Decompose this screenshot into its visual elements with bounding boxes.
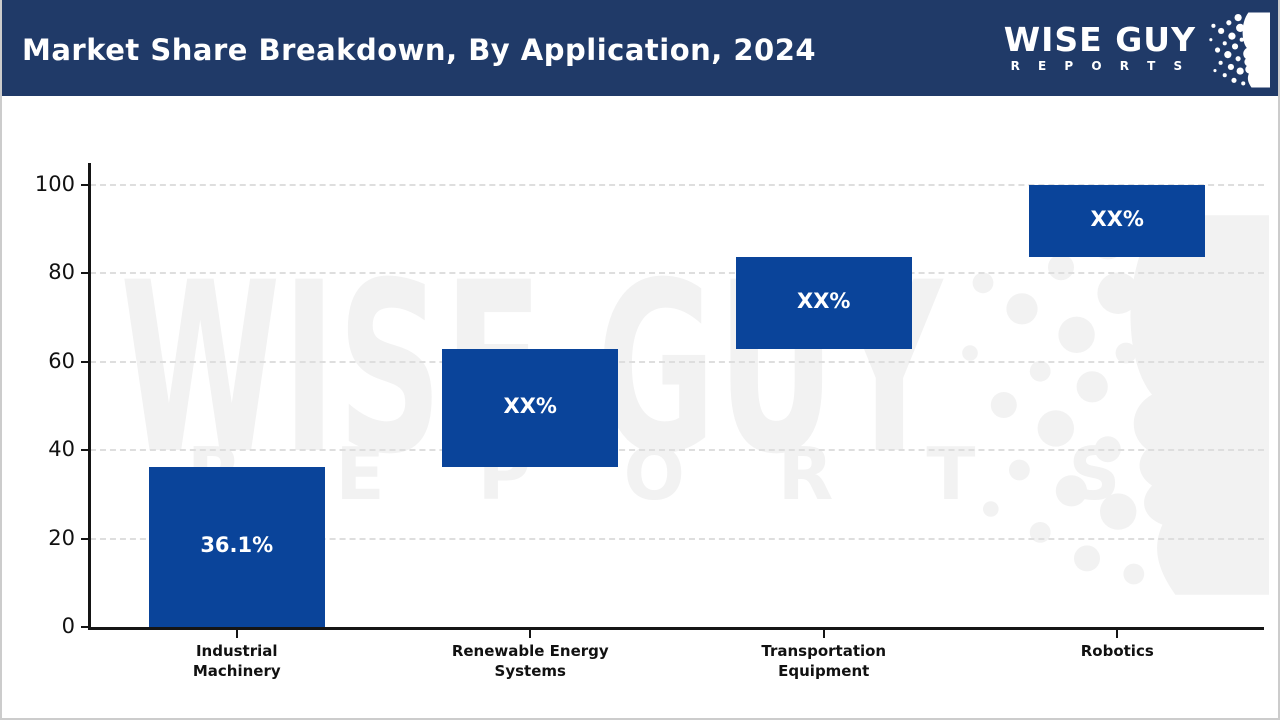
bar-robotics (1029, 185, 1206, 257)
y-axis-tick-100 (81, 184, 90, 186)
x-axis-line (88, 627, 1264, 630)
logo-wordmark: WISE GUY (1003, 20, 1196, 59)
bar-value-label-renewable-energy-systems: XX% (503, 393, 557, 418)
y-axis-tick-label-0: 0 (61, 614, 75, 638)
x-axis-tick-robotics (1116, 630, 1119, 638)
y-axis-tick-60 (81, 360, 90, 363)
gridline-80 (90, 272, 1264, 275)
x-axis-category-label-renewable-energy-systems: Renewable Energy Systems (451, 642, 609, 680)
gridline-60 (90, 360, 1264, 363)
y-axis-line (88, 162, 91, 630)
waterfall-chart-plot-area: 0 20 40 60 80 100 36.1% Industrial Machinery XX% R… (2, 96, 1278, 718)
x-axis-tick-transportation-equipment (822, 630, 825, 638)
y-axis-tick-label-40: 40 (48, 437, 75, 462)
y-axis-tick-label-100: 100 (34, 172, 75, 196)
y-axis-tick-label-60: 60 (48, 348, 75, 373)
x-axis-category-label-industrial-machinery: Industrial Machinery (192, 642, 281, 680)
logo-text: WISE GUY R E P O R T S (1004, 22, 1196, 74)
gridline-100 (90, 184, 1264, 186)
y-axis-tick-20 (81, 537, 90, 540)
watermark-subtitle: R E P O R T S (187, 432, 1155, 516)
bar-value-label-transportation-equipment: XX% (797, 288, 851, 313)
y-axis-tick-80 (81, 272, 90, 275)
y-axis-tick-label-80: 80 (48, 260, 75, 285)
x-axis-tick-renewable-energy-systems (529, 630, 532, 638)
wise-guy-reports-logo: WISE GUY R E P O R T S (1004, 8, 1270, 90)
x-axis-tick-industrial-machinery (235, 630, 238, 638)
x-axis-category-label-transportation-equipment: Transportation Equipment (761, 642, 887, 680)
gridline-40 (90, 449, 1264, 452)
y-axis-tick-label-20: 20 (48, 525, 75, 550)
watermark-face-profile-icon (962, 215, 1269, 595)
bar-value-label-industrial-machinery: 36.1% (200, 533, 274, 558)
gridline-20 (90, 537, 1264, 540)
logo-subtitle: R E P O R T S (1010, 59, 1190, 73)
x-axis-category-label-robotics: Robotics (1080, 642, 1154, 660)
bar-renewable-energy-systems (442, 348, 619, 468)
bar-industrial-machinery (148, 467, 325, 627)
header-band: Market Share Breakdown, By Application, … (2, 0, 1278, 96)
y-axis-tick-40 (81, 449, 90, 452)
y-axis-tick-0 (81, 626, 90, 628)
face-profile-icon (1209, 12, 1270, 88)
bar-transportation-equipment (735, 256, 912, 349)
bar-value-label-robotics: XX% (1090, 206, 1144, 231)
chart-title: Market Share Breakdown, By Application, … (22, 33, 817, 67)
